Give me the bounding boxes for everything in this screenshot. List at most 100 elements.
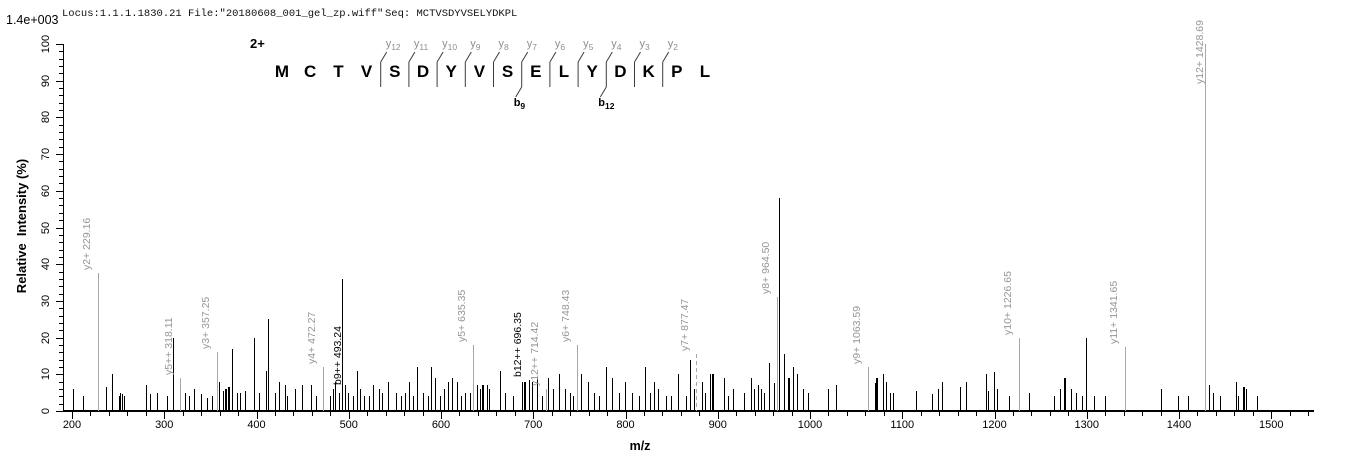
peak bbox=[1029, 392, 1031, 411]
y-tick bbox=[56, 154, 63, 156]
x-tick bbox=[939, 412, 941, 416]
peak bbox=[553, 388, 555, 411]
peak-y9+ bbox=[868, 366, 870, 411]
peak bbox=[258, 392, 260, 411]
peak bbox=[599, 396, 601, 411]
peak bbox=[985, 374, 987, 411]
peak bbox=[632, 392, 634, 411]
peak bbox=[593, 392, 595, 411]
y-tick bbox=[59, 176, 63, 178]
peak bbox=[754, 388, 756, 411]
peak bbox=[236, 392, 238, 411]
sequence-header-text: Seq: MCTVSDYVSELYDKPL bbox=[385, 8, 518, 20]
peak bbox=[1076, 392, 1078, 411]
y-tick bbox=[59, 51, 63, 53]
x-tick bbox=[514, 412, 516, 416]
x-tick bbox=[607, 412, 609, 416]
peak bbox=[876, 377, 879, 411]
peak-b12++ bbox=[529, 379, 531, 411]
peak bbox=[792, 366, 794, 411]
peak bbox=[705, 392, 707, 411]
peak bbox=[994, 372, 995, 411]
residue-L-10: L bbox=[558, 62, 570, 81]
peak bbox=[222, 390, 224, 411]
y-tick bbox=[59, 124, 63, 126]
peak bbox=[439, 396, 441, 411]
peak bbox=[1008, 396, 1010, 411]
peak bbox=[434, 377, 436, 411]
peak bbox=[184, 392, 186, 411]
peak bbox=[701, 381, 703, 411]
y-tick bbox=[59, 205, 63, 207]
peak-label-y10+: y10+ 1226.65 bbox=[1001, 270, 1014, 335]
peak bbox=[694, 388, 696, 411]
peak bbox=[1187, 396, 1189, 411]
peak bbox=[427, 396, 429, 411]
y-tick-label: 70 bbox=[40, 147, 52, 161]
x-tick bbox=[883, 412, 885, 416]
x-tick bbox=[201, 412, 203, 416]
peak bbox=[348, 392, 350, 411]
peak bbox=[500, 370, 502, 411]
peak bbox=[915, 390, 917, 411]
y-tick-label: 10 bbox=[40, 368, 52, 381]
peak bbox=[649, 392, 651, 411]
peak bbox=[266, 370, 268, 411]
peak bbox=[959, 387, 961, 411]
peak bbox=[1104, 396, 1106, 411]
ion-label-y2: y2 bbox=[667, 38, 678, 52]
peak-label-y3+: y3+ 357.25 bbox=[199, 297, 212, 350]
peak-y8+ bbox=[776, 297, 778, 411]
y-tick bbox=[59, 132, 63, 134]
peak bbox=[638, 396, 640, 411]
y-tick bbox=[59, 234, 63, 236]
peak-label-b12++: b12++ 696.35 bbox=[512, 311, 525, 377]
peak bbox=[470, 392, 472, 411]
peak bbox=[227, 387, 230, 411]
peak bbox=[966, 381, 968, 411]
peak bbox=[339, 392, 341, 411]
y-tick bbox=[59, 198, 63, 200]
peak bbox=[565, 388, 567, 411]
peak-y12+ bbox=[1204, 44, 1206, 411]
y-tick bbox=[59, 366, 63, 368]
x-tick bbox=[1123, 412, 1125, 416]
x-tick bbox=[1215, 412, 1217, 416]
peak bbox=[548, 377, 550, 411]
x-tick bbox=[385, 412, 387, 416]
y-tick bbox=[59, 183, 63, 185]
y-tick bbox=[56, 117, 63, 119]
y-tick bbox=[59, 403, 63, 405]
x-tick bbox=[496, 412, 498, 416]
peak bbox=[287, 396, 289, 411]
x-tick bbox=[1234, 412, 1236, 416]
peak bbox=[1053, 396, 1055, 411]
peak bbox=[523, 381, 526, 411]
y-tick bbox=[59, 352, 63, 354]
x-tick bbox=[791, 412, 793, 416]
x-tick bbox=[754, 412, 756, 416]
peak-label-y4+: y4+ 472.27 bbox=[305, 311, 318, 364]
y-tick bbox=[59, 256, 63, 258]
peak bbox=[827, 388, 829, 411]
x-tick bbox=[164, 412, 166, 419]
peak-y10+ bbox=[1018, 337, 1020, 411]
x-tick bbox=[256, 412, 258, 419]
ion-label-y6: y6 bbox=[554, 38, 566, 52]
peak bbox=[625, 381, 626, 411]
peak bbox=[1160, 388, 1162, 411]
ion-label-y12: y12 bbox=[385, 38, 401, 52]
y-tick bbox=[59, 330, 63, 332]
y-tick-label: 40 bbox=[40, 258, 52, 271]
peak bbox=[279, 381, 281, 411]
y-tick bbox=[56, 300, 63, 302]
peak bbox=[774, 383, 776, 411]
residue-V-7: V bbox=[473, 62, 486, 81]
y-tick bbox=[59, 212, 63, 214]
y-tick-label: 60 bbox=[40, 184, 52, 197]
peak-b9++ bbox=[342, 278, 343, 411]
peak bbox=[744, 392, 745, 411]
peak-y5+ bbox=[473, 344, 475, 411]
x-tick bbox=[348, 412, 350, 419]
x-tick bbox=[680, 412, 682, 416]
